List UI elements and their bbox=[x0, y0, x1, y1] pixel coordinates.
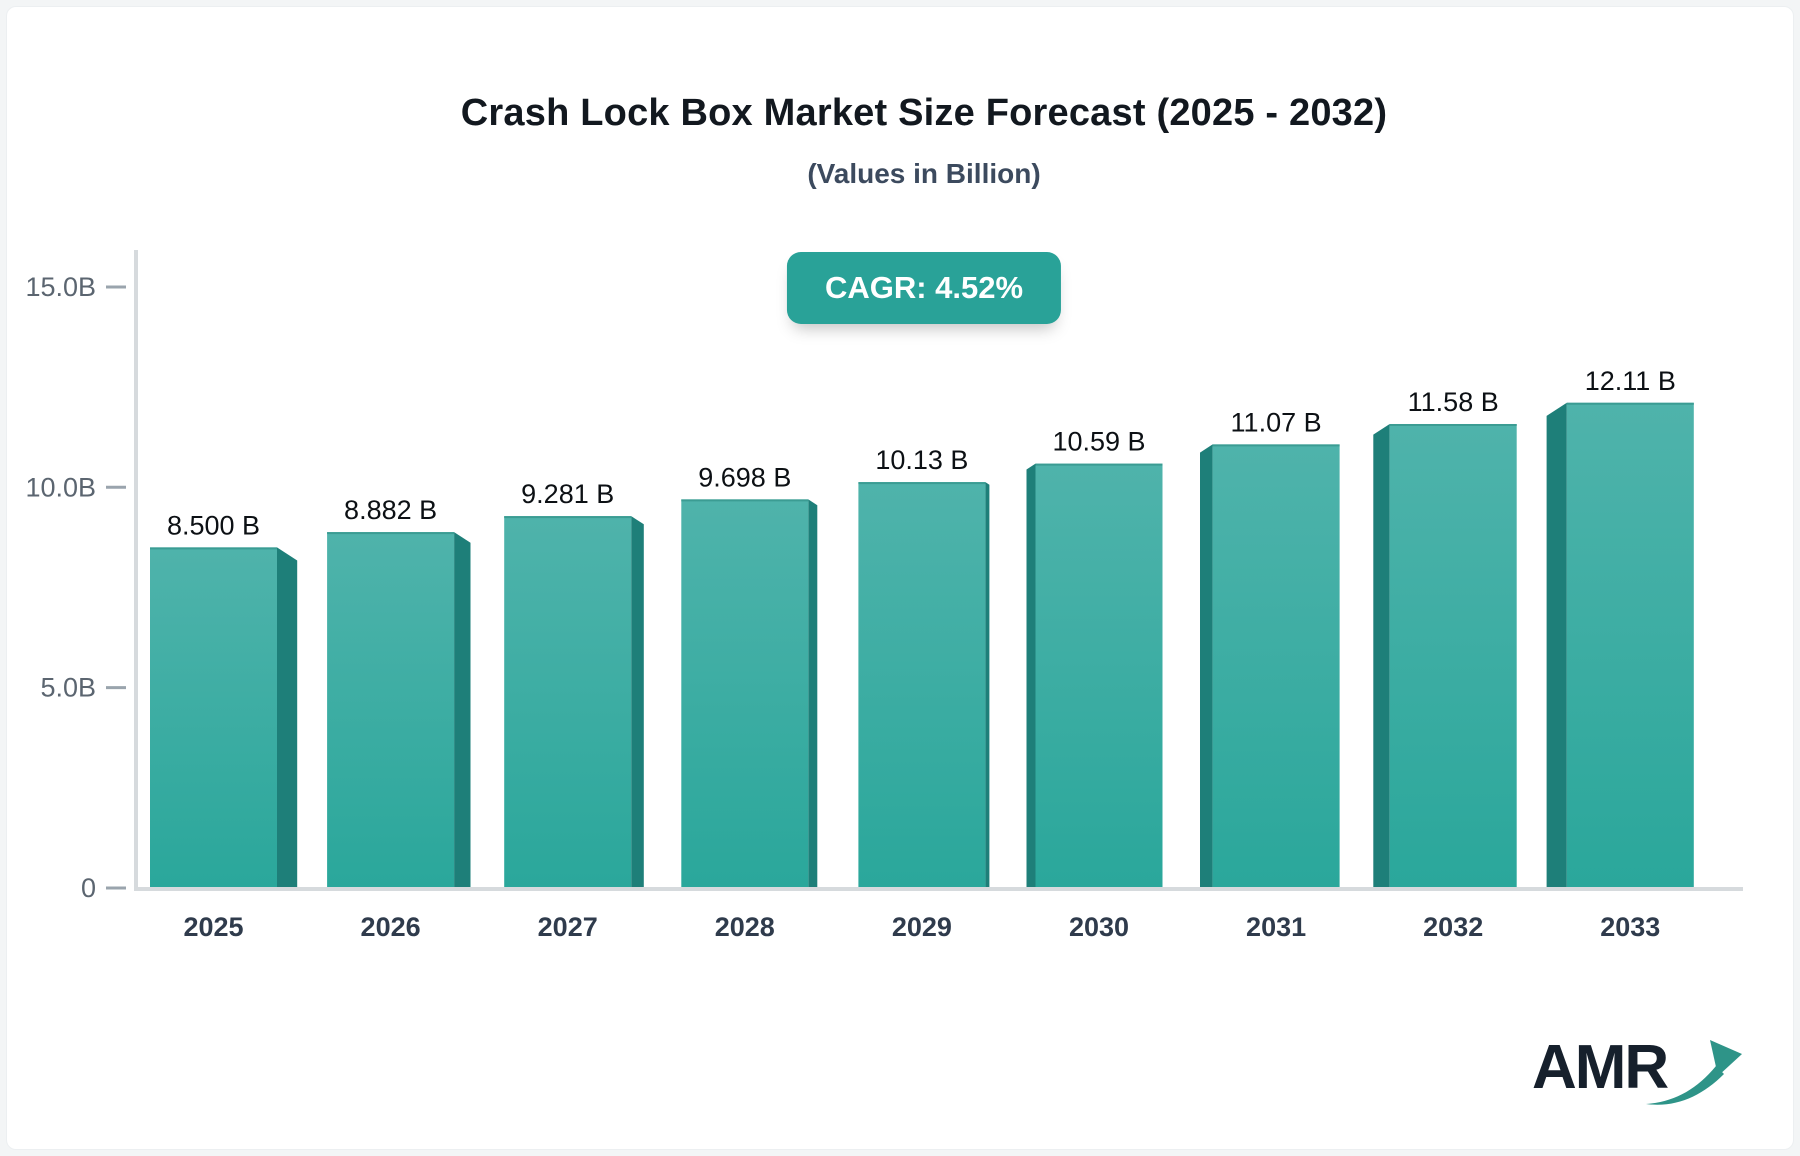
bar-2029 bbox=[858, 482, 986, 888]
bar-2025 bbox=[150, 547, 277, 888]
y-tick-label: 15.0B bbox=[25, 272, 96, 302]
x-axis-label-2027: 2027 bbox=[538, 912, 598, 942]
x-axis-label-2026: 2026 bbox=[361, 912, 421, 942]
y-tick-label: 10.0B bbox=[25, 472, 96, 502]
y-tick-label: 0 bbox=[81, 873, 96, 903]
bar-value-label-2031: 11.07 B bbox=[1231, 407, 1322, 437]
x-axis-label-2031: 2031 bbox=[1246, 912, 1306, 942]
bar-value-label-2029: 10.13 B bbox=[875, 445, 968, 475]
bar-side-2029 bbox=[985, 482, 990, 888]
bar-value-label-2027: 9.281 B bbox=[521, 479, 614, 509]
bar-2026 bbox=[327, 532, 455, 888]
bar-2033 bbox=[1566, 402, 1694, 888]
bar-2031 bbox=[1212, 444, 1340, 888]
bar-side-2025 bbox=[277, 547, 298, 888]
bar-value-label-2028: 9.698 B bbox=[698, 462, 791, 492]
x-axis-label-2029: 2029 bbox=[892, 912, 952, 942]
bar-side-2027 bbox=[631, 516, 644, 888]
bar-value-label-2033: 12.11 B bbox=[1585, 366, 1676, 396]
bar-side-2032 bbox=[1373, 423, 1390, 888]
y-tick-label: 5.0B bbox=[40, 673, 96, 703]
bar-value-label-2026: 8.882 B bbox=[344, 495, 437, 525]
bar-side-2033 bbox=[1546, 402, 1567, 888]
bar-2027 bbox=[504, 516, 632, 888]
x-axis-label-2030: 2030 bbox=[1069, 912, 1129, 942]
bar-value-label-2025: 8.500 B bbox=[167, 510, 260, 540]
bar-side-2030 bbox=[1026, 463, 1036, 888]
cagr-badge: CAGR: 4.52% bbox=[786, 252, 1062, 324]
x-axis-label-2028: 2028 bbox=[715, 912, 775, 942]
bar-side-2026 bbox=[454, 532, 471, 888]
amr-logo: AMR bbox=[1532, 1032, 1742, 1112]
bar-2028 bbox=[681, 499, 809, 888]
x-axis-label-2033: 2033 bbox=[1600, 912, 1660, 942]
bar-2030 bbox=[1035, 463, 1163, 888]
bar-side-2028 bbox=[808, 499, 818, 888]
bar-2032 bbox=[1389, 423, 1517, 888]
bar-side-2031 bbox=[1200, 444, 1213, 888]
chart-subtitle: (Values in Billion) bbox=[807, 158, 1041, 189]
x-axis-label-2025: 2025 bbox=[183, 912, 243, 942]
bar-value-label-2032: 11.58 B bbox=[1408, 387, 1499, 417]
amr-logo-arrow-icon bbox=[1646, 1040, 1742, 1105]
bar-value-label-2030: 10.59 B bbox=[1052, 427, 1145, 457]
x-axis-label-2032: 2032 bbox=[1423, 912, 1483, 942]
chart-title: Crash Lock Box Market Size Forecast (202… bbox=[460, 92, 1388, 134]
amr-logo-text: AMR bbox=[1532, 1033, 1669, 1102]
